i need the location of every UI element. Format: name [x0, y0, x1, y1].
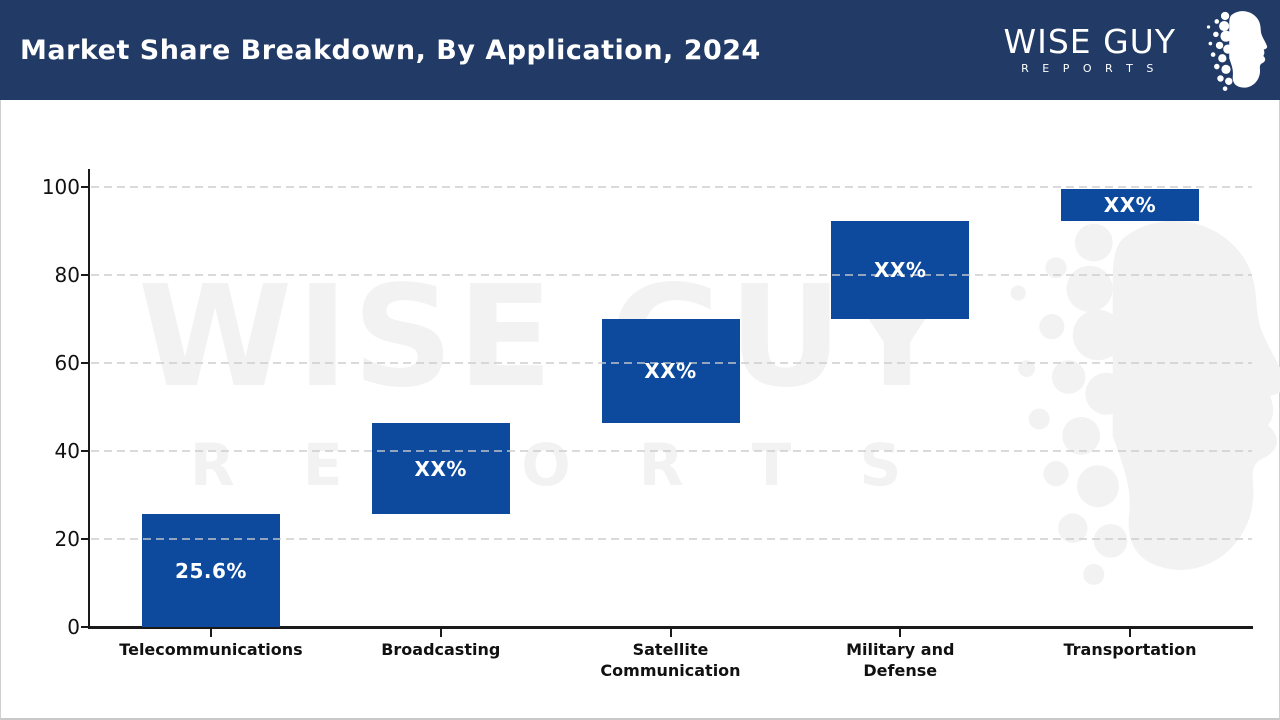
grid-line [91, 186, 1252, 188]
bar-value-label: 25.6% [175, 558, 247, 583]
y-tick-mark [81, 538, 89, 540]
x-category-label: Satellite Communication [600, 640, 741, 680]
y-tick-mark [81, 450, 89, 452]
bar: XX% [371, 423, 510, 515]
bar-value-label: XX% [874, 257, 927, 282]
x-category-label: Broadcasting [381, 640, 501, 659]
bar-value-label: XX% [414, 456, 467, 481]
brand-logo-text: WISE GUY R E P O R T S [1003, 25, 1176, 75]
x-tick-mark [210, 629, 212, 637]
page-title: Market Share Breakdown, By Application, … [20, 34, 761, 66]
brand-logo: WISE GUY R E P O R T S [1003, 5, 1272, 95]
brand-subname: R E P O R T S [1021, 61, 1159, 75]
bar-value-label: XX% [1103, 192, 1157, 217]
x-tick-mark [1129, 629, 1131, 637]
grid-line [91, 362, 1252, 364]
bar: XX% [1061, 188, 1199, 221]
y-tick-label: 80 [54, 263, 80, 287]
brand-face-icon [1206, 11, 1268, 91]
y-tick-mark [81, 186, 89, 188]
y-tick-label: 20 [54, 527, 80, 551]
x-tick-mark [669, 629, 672, 637]
x-category-label: Military and Defense [846, 640, 955, 680]
y-axis-line [88, 169, 90, 628]
y-tick-label: 40 [54, 439, 80, 463]
grid-line [91, 450, 1252, 452]
header-bar: Market Share Breakdown, By Application, … [0, 0, 1280, 100]
brand-name: WISE GUY [1003, 22, 1176, 62]
bar: XX% [601, 319, 740, 424]
x-category-label: Telecommunications [119, 640, 303, 659]
x-category-label: Transportation [1063, 640, 1197, 659]
y-tick-label: 0 [67, 615, 80, 639]
y-tick-mark [81, 362, 89, 364]
x-tick-mark [899, 629, 902, 637]
grid-line [91, 274, 1252, 276]
bar-value-label: XX% [644, 359, 697, 384]
grid-line [91, 538, 1252, 540]
bar: XX% [831, 220, 970, 319]
x-axis-line [88, 626, 1253, 629]
y-tick-label: 60 [54, 351, 80, 375]
x-tick-mark [439, 629, 442, 637]
y-tick-mark [81, 626, 89, 628]
bar: 25.6% [142, 514, 280, 627]
y-tick-mark [81, 274, 89, 276]
y-tick-label: 100 [41, 175, 80, 199]
